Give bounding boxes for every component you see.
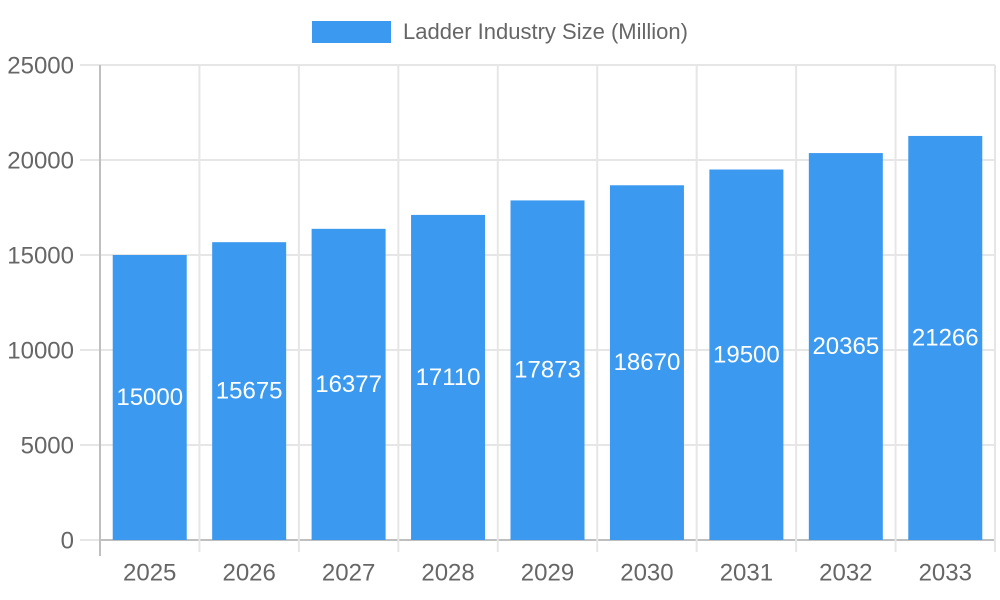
x-tick-label: 2031 [720, 560, 773, 587]
bar-value-label: 18670 [614, 349, 681, 376]
bar-value-label: 20365 [812, 333, 879, 360]
y-tick-label: 0 [61, 528, 74, 555]
x-tick-label: 2028 [421, 560, 474, 587]
x-tick-label: 2030 [620, 560, 673, 587]
bar[interactable] [609, 185, 684, 540]
bar[interactable] [311, 228, 386, 540]
bar-value-label: 19500 [713, 341, 780, 368]
bar-value-label: 15000 [116, 384, 183, 411]
y-tick-label: 15000 [7, 243, 74, 270]
bar-value-label: 15675 [216, 378, 283, 405]
bar-value-label: 16377 [315, 371, 382, 398]
y-tick-label: 10000 [7, 338, 74, 365]
bar[interactable] [908, 135, 983, 541]
bar[interactable] [709, 169, 784, 541]
x-tick-label: 2026 [222, 560, 275, 587]
bar[interactable] [411, 214, 486, 540]
bar-value-label: 21266 [912, 324, 979, 351]
legend-label: Ladder Industry Size (Million) [403, 19, 688, 44]
y-tick-label: 5000 [21, 433, 74, 460]
x-tick-label: 2032 [819, 560, 872, 587]
bar[interactable] [808, 153, 883, 540]
x-tick-label: 2033 [919, 560, 972, 587]
y-tick-label: 25000 [7, 53, 74, 80]
bar-value-label: 17110 [416, 364, 481, 391]
bar[interactable] [510, 200, 585, 540]
legend-swatch [312, 21, 392, 43]
bar[interactable] [112, 255, 187, 540]
bar-value-label: 17873 [514, 357, 581, 384]
y-tick-label: 20000 [7, 148, 74, 175]
chart-legend[interactable]: Ladder Industry Size (Million) [0, 21, 1000, 43]
x-tick-label: 2027 [322, 560, 375, 587]
x-tick-label: 2029 [521, 560, 574, 587]
x-tick-label: 2025 [123, 560, 176, 587]
bar[interactable] [212, 242, 287, 541]
